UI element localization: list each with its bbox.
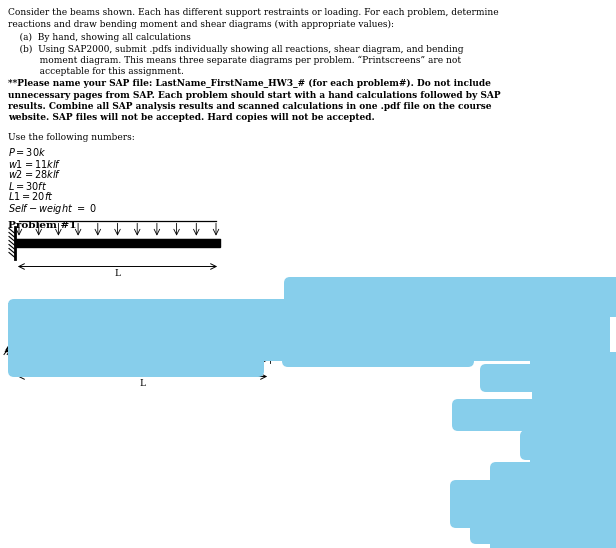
FancyBboxPatch shape: [470, 514, 616, 544]
Text: $P = 30k$: $P = 30k$: [8, 146, 46, 158]
Text: **Please name your SAP file: LastName_FirstName_HW3_# (for each problem#). Do no: **Please name your SAP file: LastName_Fi…: [8, 79, 491, 88]
Text: acceptable for this assignment.: acceptable for this assignment.: [8, 67, 184, 77]
FancyBboxPatch shape: [8, 343, 264, 377]
Text: $L1 = 20ft$: $L1 = 20ft$: [8, 191, 54, 203]
FancyBboxPatch shape: [530, 414, 616, 444]
FancyBboxPatch shape: [544, 277, 616, 313]
Text: L2: L2: [222, 363, 233, 373]
FancyBboxPatch shape: [532, 378, 616, 404]
FancyBboxPatch shape: [450, 480, 616, 512]
FancyBboxPatch shape: [480, 364, 616, 392]
FancyBboxPatch shape: [520, 430, 616, 460]
FancyBboxPatch shape: [542, 389, 616, 416]
FancyBboxPatch shape: [8, 299, 610, 361]
Bar: [15, 328, 270, 336]
FancyBboxPatch shape: [490, 462, 616, 494]
Circle shape: [264, 338, 275, 349]
Text: (b)  Using SAP2000, submit .pdfs individually showing all reactions, shear diagr: (b) Using SAP2000, submit .pdfs individu…: [8, 44, 463, 54]
Text: L: L: [115, 270, 121, 278]
FancyBboxPatch shape: [530, 446, 616, 476]
FancyBboxPatch shape: [284, 277, 616, 317]
Text: Use the following numbers:: Use the following numbers:: [8, 133, 135, 142]
Text: $w2 = 28klf$: $w2 = 28klf$: [8, 168, 62, 180]
Text: website. SAP files will not be accepted. Hard copies will not be accepted.: website. SAP files will not be accepted.…: [8, 113, 375, 123]
FancyBboxPatch shape: [452, 399, 616, 431]
Text: $w1 = 11klf$: $w1 = 11klf$: [8, 157, 62, 169]
Bar: [15, 238, 220, 247]
Text: $L = 30ft$: $L = 30ft$: [8, 180, 47, 191]
Text: results. Combine all SAP analysis results and scanned calculations in one .pdf f: results. Combine all SAP analysis result…: [8, 102, 492, 111]
Polygon shape: [6, 336, 24, 351]
Text: L1: L1: [94, 363, 106, 373]
Text: Problem #2: Problem #2: [8, 302, 76, 311]
Text: P: P: [188, 300, 194, 310]
Text: Problem #1: Problem #1: [8, 220, 76, 230]
Text: unnecessary pages from SAP. Each problem should start with a hand calculations f: unnecessary pages from SAP. Each problem…: [8, 90, 501, 100]
Text: reactions and draw bending moment and shear diagrams (with appropriate values):: reactions and draw bending moment and sh…: [8, 20, 394, 28]
FancyBboxPatch shape: [490, 530, 616, 548]
FancyBboxPatch shape: [530, 352, 616, 378]
FancyBboxPatch shape: [282, 343, 474, 367]
Text: $Self-weight\ =\ 0$: $Self-weight\ =\ 0$: [8, 202, 97, 215]
Text: (a)  By hand, showing all calculations: (a) By hand, showing all calculations: [8, 33, 191, 42]
FancyBboxPatch shape: [450, 498, 616, 528]
Text: L: L: [139, 380, 145, 389]
Text: Consider the beams shown. Each has different support restraints or loading. For : Consider the beams shown. Each has diffe…: [8, 8, 498, 17]
Text: moment diagram. This means three separate diagrams per problem. “Printscreens” a: moment diagram. This means three separat…: [8, 56, 461, 65]
